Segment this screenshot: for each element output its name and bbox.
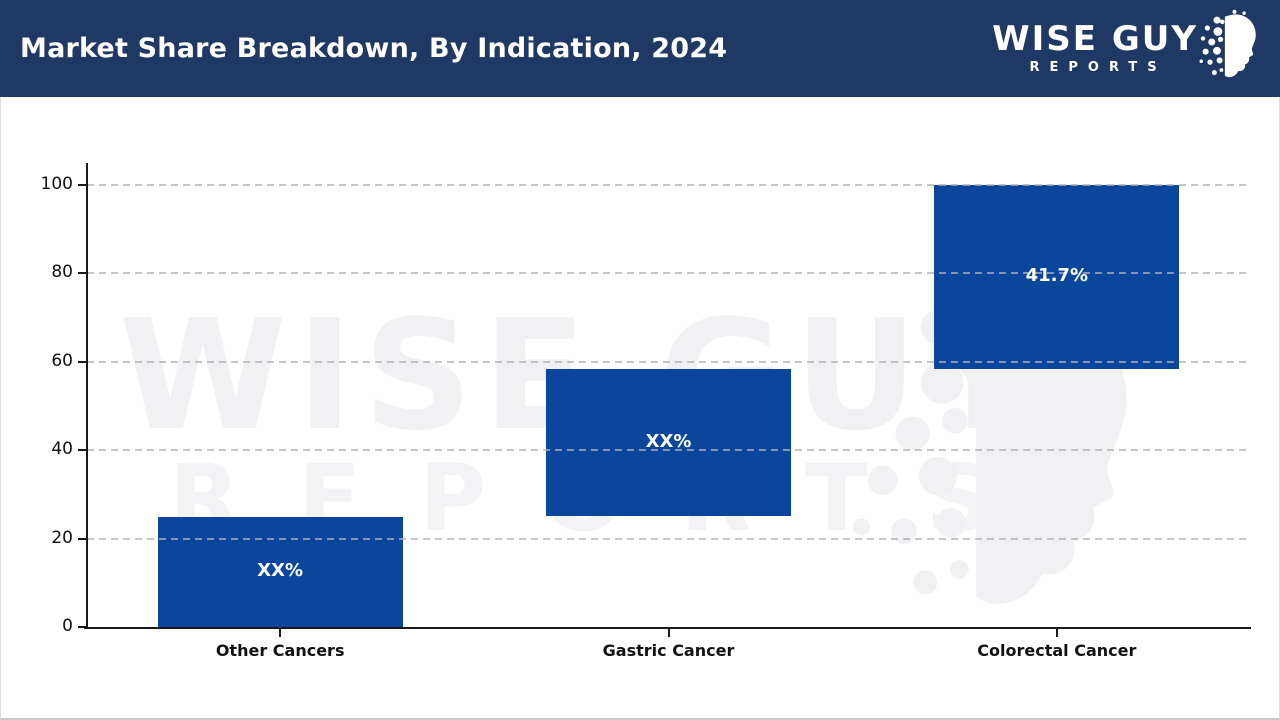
x-axis-category-label: Colorectal Cancer	[977, 641, 1137, 660]
wiseguy-face-icon	[1199, 9, 1256, 77]
x-axis-line	[84, 627, 1251, 629]
bar-value-label: 41.7%	[1025, 265, 1089, 287]
y-tick-label: 60	[51, 350, 73, 371]
gridline-40	[87, 449, 1251, 452]
gridline-60	[87, 360, 1251, 363]
x-tick-other-cancers	[279, 629, 282, 637]
y-tick-40	[78, 449, 86, 452]
gridline-100	[87, 184, 1251, 186]
bar-value-label: XX%	[257, 559, 304, 581]
y-tick-80	[78, 272, 86, 275]
gridline-80	[87, 272, 1251, 275]
page-title: Market Share Breakdown, By Indication, 2…	[20, 33, 728, 64]
bar-value-label: XX%	[645, 430, 692, 452]
y-tick-20	[78, 537, 86, 540]
x-axis-category-label: Other Cancers	[215, 641, 345, 660]
bar-other-cancers	[157, 516, 403, 627]
x-tick-gastric-cancer	[667, 629, 670, 637]
logo-text: WISE GUY REPORTS	[992, 19, 1198, 75]
header-bar: Market Share Breakdown, By Indication, 2…	[0, 0, 1280, 97]
y-tick-100	[78, 184, 86, 186]
x-tick-colorectal-cancer	[1055, 629, 1058, 637]
y-tick-60	[78, 360, 86, 363]
x-axis-category-label: Gastric Cancer	[602, 641, 735, 660]
y-tick-0	[78, 626, 86, 628]
bar-colorectal-cancer	[934, 185, 1180, 370]
y-tick-label: 20	[51, 527, 73, 548]
y-tick-label: 80	[51, 262, 73, 283]
logo-wordmark: WISE GUY	[992, 19, 1198, 60]
y-axis-line	[86, 163, 88, 629]
plot-area: 0 20 40 60 80 100 XX% Other Cancers XX% Gastric C…	[1, 97, 1279, 718]
logo-subtitle: REPORTS	[1029, 59, 1167, 75]
y-tick-label: 0	[62, 616, 73, 636]
wiseguy-logo: WISE GUY REPORTS	[992, 6, 1280, 92]
gridline-20	[87, 537, 1251, 540]
watermark-face-icon	[853, 299, 1127, 604]
bar-gastric-cancer	[546, 369, 791, 517]
y-tick-label: 40	[51, 439, 73, 460]
y-tick-label: 100	[40, 174, 73, 194]
